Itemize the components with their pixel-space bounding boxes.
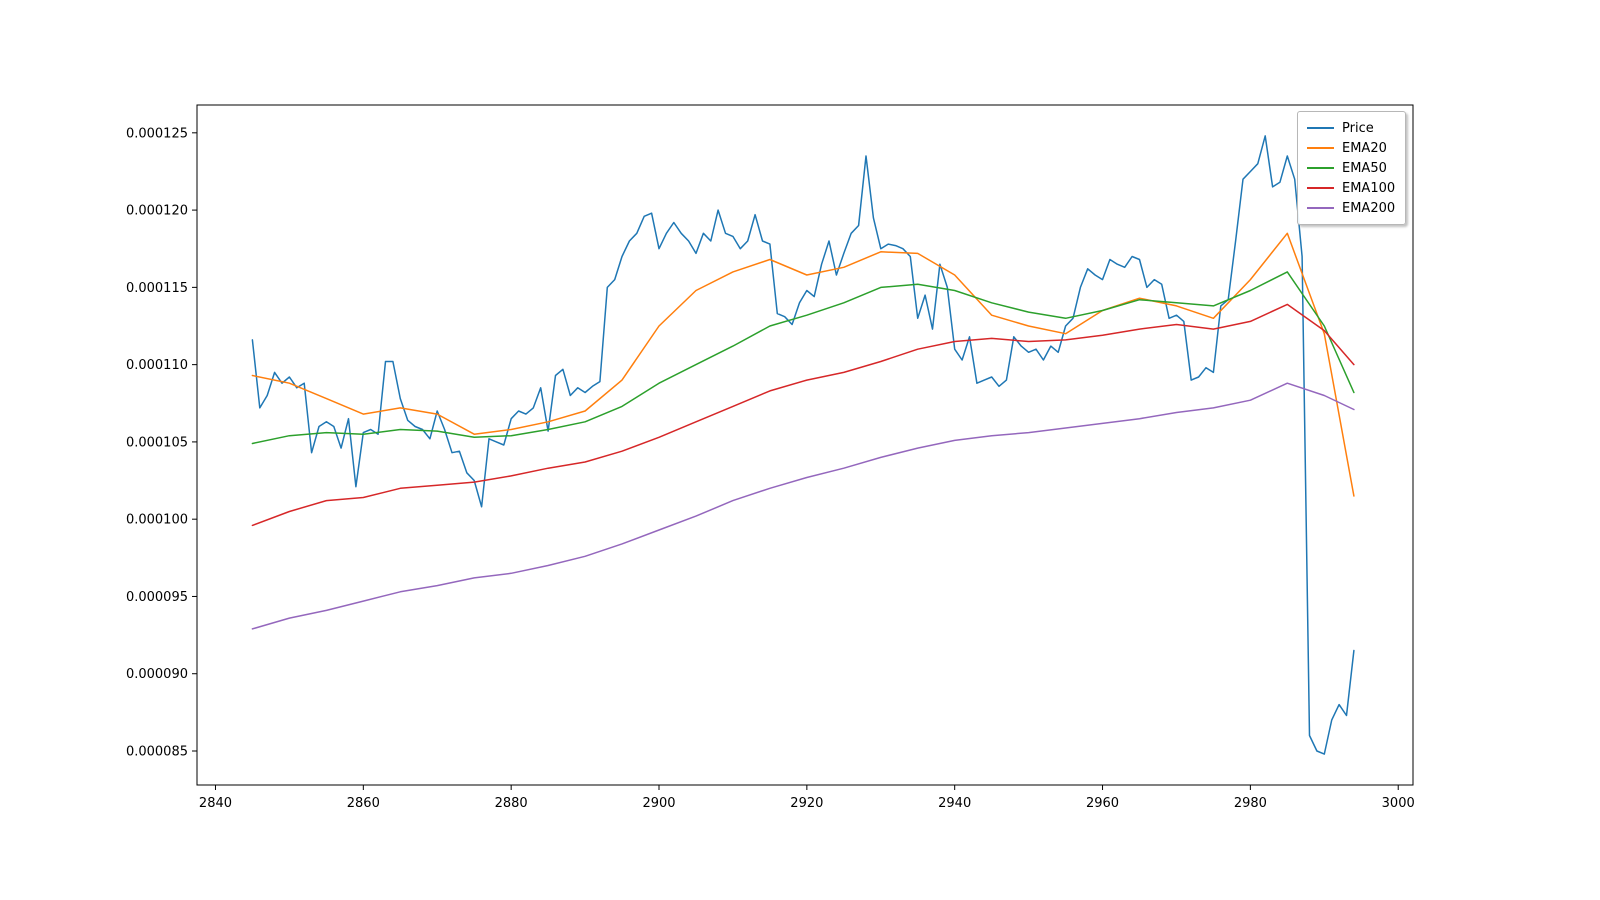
legend-line-sample-ema200	[1307, 207, 1334, 209]
svg-text:3000: 3000	[1382, 796, 1415, 811]
svg-text:0.000110: 0.000110	[126, 358, 188, 373]
svg-text:0.000115: 0.000115	[126, 281, 188, 296]
legend-line-sample-ema50	[1307, 167, 1334, 169]
svg-text:2880: 2880	[495, 796, 528, 811]
legend-line-sample-price	[1307, 127, 1334, 129]
legend-label-ema100: EMA100	[1342, 180, 1396, 196]
svg-text:0.000100: 0.000100	[126, 513, 188, 528]
legend-item-ema200: EMA200	[1307, 198, 1395, 218]
svg-text:0.000095: 0.000095	[126, 590, 188, 605]
svg-text:0.000090: 0.000090	[126, 667, 188, 682]
legend-line-sample-ema20	[1307, 147, 1334, 149]
legend-label-price: Price	[1342, 120, 1374, 136]
svg-text:2860: 2860	[347, 796, 380, 811]
legend-label-ema50: EMA50	[1342, 160, 1387, 176]
legend-item-price: Price	[1307, 118, 1395, 138]
svg-text:2900: 2900	[642, 796, 675, 811]
svg-text:0.000105: 0.000105	[126, 435, 188, 450]
legend-item-ema100: EMA100	[1307, 178, 1395, 198]
svg-text:0.000125: 0.000125	[126, 126, 188, 141]
svg-text:2960: 2960	[1086, 796, 1119, 811]
legend-label-ema200: EMA200	[1342, 200, 1396, 216]
legend-label-ema20: EMA20	[1342, 140, 1387, 156]
legend-item-ema20: EMA20	[1307, 138, 1395, 158]
svg-text:0.000120: 0.000120	[126, 204, 188, 219]
svg-text:2940: 2940	[938, 796, 971, 811]
legend: Price EMA20 EMA50 EMA100 EMA200	[1297, 111, 1407, 225]
svg-text:2840: 2840	[199, 796, 232, 811]
svg-text:0.000085: 0.000085	[126, 745, 188, 760]
svg-text:2980: 2980	[1234, 796, 1267, 811]
legend-line-sample-ema100	[1307, 187, 1334, 189]
svg-text:2920: 2920	[790, 796, 823, 811]
legend-item-ema50: EMA50	[1307, 158, 1395, 178]
